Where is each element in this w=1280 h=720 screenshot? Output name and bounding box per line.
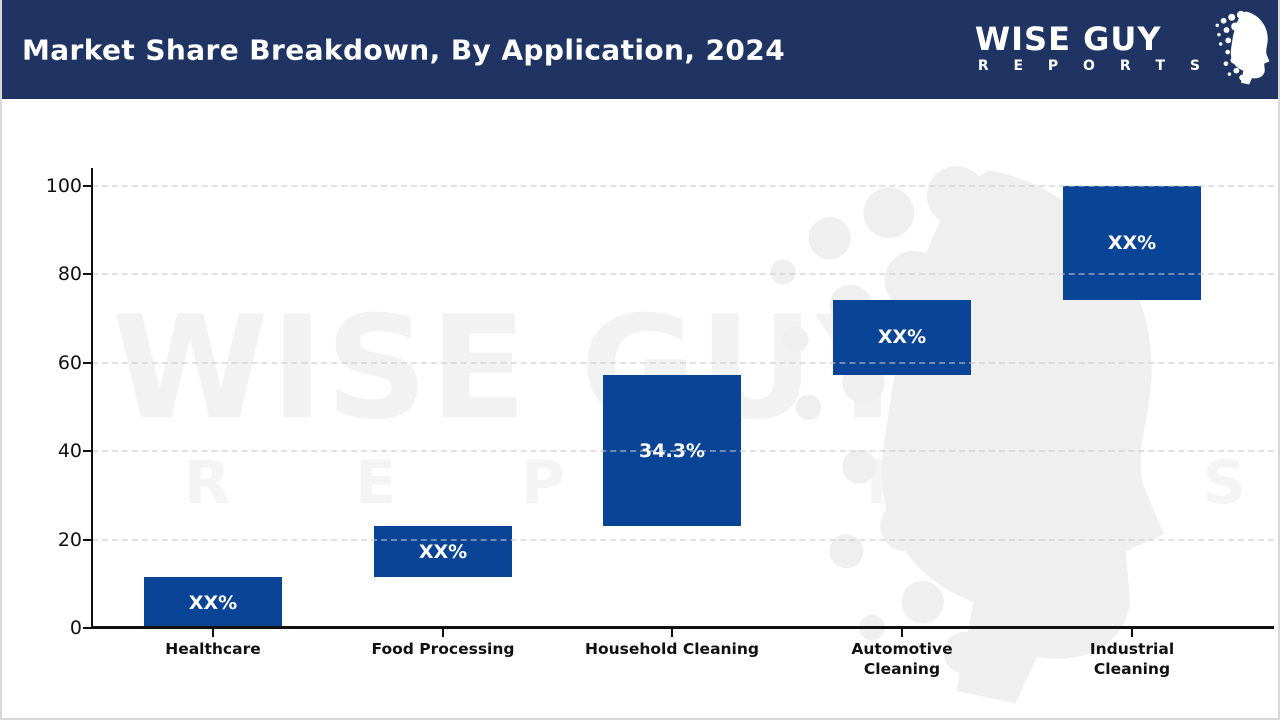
x-axis-label: Industrial Cleaning	[1089, 640, 1175, 679]
y-tick-mark	[83, 185, 91, 187]
y-tick-label: 40	[57, 440, 82, 463]
x-axis-label: Healthcare	[165, 640, 261, 658]
brand-logo: WISE GUY R E P O R T S	[975, 6, 1270, 90]
gridline-20	[92, 538, 1274, 541]
gridline-80	[92, 273, 1274, 276]
x-tick-mark	[901, 629, 903, 637]
bar-value-label: XX%	[418, 540, 468, 563]
brand-subtitle: R E P O R T S	[977, 58, 1210, 75]
y-tick-mark	[83, 361, 91, 364]
brand-name: WISE GUY	[974, 19, 1162, 58]
gridline-40	[92, 450, 1274, 453]
page-title: Market Share Breakdown, By Application, …	[22, 33, 786, 66]
y-tick-mark	[83, 450, 91, 453]
bar-value-label: XX%	[877, 326, 927, 349]
y-tick-label: 80	[57, 263, 82, 286]
x-axis-line	[91, 626, 1274, 629]
watermark-brand-text: WISE GUY	[112, 286, 921, 451]
bar-food-processing: XX%	[374, 526, 512, 578]
y-axis-line	[91, 168, 93, 629]
x-tick-mark	[1131, 629, 1133, 637]
bar-value-label: XX%	[1107, 231, 1157, 254]
y-tick-label: 20	[57, 528, 82, 551]
y-tick-mark	[83, 627, 91, 629]
y-tick-label: 0	[69, 617, 82, 639]
bar-industrial-cleaning: XX%	[1063, 186, 1201, 300]
x-tick-mark	[442, 629, 444, 637]
x-axis-label: Household Cleaning	[584, 640, 760, 658]
y-tick-mark	[83, 538, 91, 541]
y-tick-mark	[83, 273, 91, 276]
x-tick-mark	[671, 629, 673, 637]
y-tick-label: 60	[57, 351, 82, 374]
gridline-60	[92, 361, 1274, 364]
y-tick-label: 100	[45, 175, 82, 197]
x-axis-label: Food Processing	[371, 640, 515, 658]
brand-logo-text: WISE GUY R E P O R T S	[974, 19, 1210, 75]
bar-value-label: XX%	[188, 591, 238, 614]
brand-face-icon	[1215, 10, 1270, 85]
bar-healthcare: XX%	[144, 577, 282, 628]
header-bar: Market Share Breakdown, By Application, …	[2, 0, 1278, 99]
x-tick-mark	[212, 629, 214, 637]
gridline-100	[92, 185, 1274, 187]
x-axis-label: Automotive Cleaning	[851, 640, 953, 679]
